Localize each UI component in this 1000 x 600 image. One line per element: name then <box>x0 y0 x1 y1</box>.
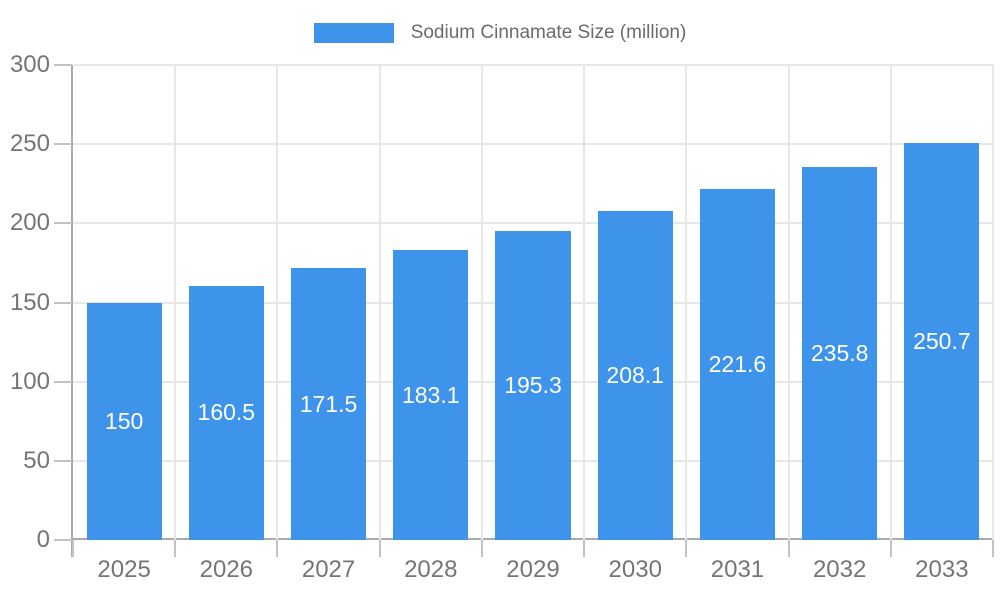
y-axis-tick-mark <box>54 539 72 541</box>
bar-value-label: 195.3 <box>504 371 562 398</box>
gridline-vertical <box>276 65 279 540</box>
legend-swatch-icon <box>313 23 394 43</box>
bar-value-label: 250.7 <box>913 328 971 355</box>
y-axis-tick-mark <box>54 459 72 462</box>
x-axis-tick-label: 2033 <box>915 556 969 583</box>
y-axis-tick-label: 200 <box>9 209 50 237</box>
bar-value-label: 160.5 <box>197 399 256 426</box>
bar-2025[interactable]: 150 <box>86 302 162 540</box>
y-axis-tick-label: 50 <box>23 446 50 474</box>
bar-2027[interactable]: 171.5 <box>291 268 367 540</box>
x-axis-tick-label: 2031 <box>710 556 765 583</box>
y-axis-tick-label: 150 <box>9 288 50 316</box>
bar-2031[interactable]: 221.6 <box>699 189 775 540</box>
x-axis-tick-label: 2026 <box>199 556 254 583</box>
x-axis-tick-mark <box>480 540 483 557</box>
gridline-vertical <box>480 65 483 540</box>
x-axis-tick-mark <box>72 540 74 557</box>
plot-area: 150 160.5 171.5 183.1 195.3 208.1 221.6 235.8 25… <box>73 64 994 540</box>
x-axis-tick-mark <box>787 540 790 557</box>
gridline-vertical <box>378 65 381 540</box>
gridline-horizontal <box>73 222 993 225</box>
x-axis-tick-label: 2030 <box>608 556 662 583</box>
y-axis-tick-mark <box>54 222 72 225</box>
x-axis-labels: 2025 2026 2027 2028 2029 2030 2031 2032 2033 <box>73 556 993 588</box>
x-axis-tick-mark <box>378 540 381 557</box>
chart-legend[interactable]: Sodium Cinnamate Size (million) <box>0 22 1000 44</box>
y-axis-tick-label: 300 <box>9 51 50 78</box>
gridline-horizontal <box>73 143 993 146</box>
x-axis-tick-mark <box>685 540 688 557</box>
bar-value-label: 235.8 <box>810 339 869 366</box>
x-axis-tick-label: 2029 <box>506 556 560 583</box>
x-axis-tick-mark <box>889 540 892 557</box>
bar-2030[interactable]: 208.1 <box>597 210 673 540</box>
bar-value-label: 171.5 <box>299 390 358 417</box>
y-axis-labels: 0 50 100 150 200 250 300 <box>0 51 50 553</box>
gridline-vertical <box>174 65 177 540</box>
y-axis-line <box>71 65 73 557</box>
y-axis-tick-mark <box>54 64 72 66</box>
x-axis-tick-label: 2025 <box>97 556 151 583</box>
gridline-vertical <box>889 65 892 540</box>
y-axis-tick-mark <box>54 301 72 304</box>
x-axis-tick-mark <box>583 540 586 557</box>
x-axis-tick-label: 2032 <box>812 556 867 583</box>
gridline-vertical <box>787 65 790 540</box>
bar-value-label: 208.1 <box>606 361 664 388</box>
x-axis-tick-mark <box>992 540 994 557</box>
bar-2029[interactable]: 195.3 <box>495 230 571 540</box>
bar-2028[interactable]: 183.1 <box>393 250 469 540</box>
bar-value-label: 150 <box>104 407 144 434</box>
bar-2026[interactable]: 160.5 <box>188 285 264 540</box>
x-axis-tick-label: 2027 <box>301 556 356 583</box>
y-axis-tick-label: 100 <box>9 367 50 395</box>
bar-2033[interactable]: 250.7 <box>904 143 980 540</box>
y-axis-tick-mark <box>54 380 72 383</box>
y-axis-tick-label: 0 <box>36 526 50 553</box>
gridline-vertical <box>992 65 994 540</box>
x-axis-tick-mark <box>276 540 279 557</box>
y-axis-tick-mark <box>54 143 72 146</box>
bar-value-label: 183.1 <box>401 381 460 408</box>
bar-2032[interactable]: 235.8 <box>802 166 878 540</box>
legend-label: Sodium Cinnamate Size (million) <box>410 22 687 43</box>
gridline-vertical <box>685 65 688 540</box>
x-axis-tick-label: 2028 <box>404 556 458 583</box>
bar-value-label: 221.6 <box>708 351 767 378</box>
x-axis-tick-mark <box>174 540 177 557</box>
gridline-vertical <box>583 65 586 540</box>
y-axis-tick-label: 250 <box>9 130 50 158</box>
gridline-horizontal <box>73 64 993 66</box>
